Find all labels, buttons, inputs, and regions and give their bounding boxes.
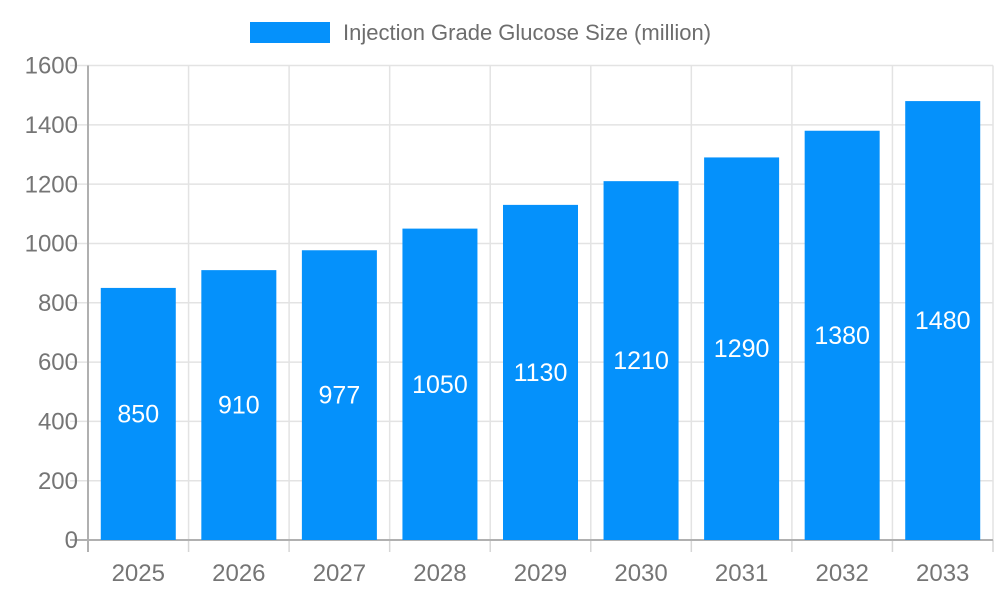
- x-tick-label: 2026: [212, 560, 265, 587]
- bar-value-label: 1290: [714, 335, 770, 363]
- bar-2026: [201, 270, 277, 540]
- x-tick-label: 2029: [514, 560, 567, 587]
- bar-2033: [905, 101, 981, 541]
- bar-value-label: 1380: [814, 322, 870, 350]
- bar-2028: [402, 228, 478, 540]
- legend-label: Injection Grade Glucose Size (million): [343, 20, 711, 45]
- legend-swatch: [250, 22, 330, 43]
- y-tick-label: 600: [38, 349, 78, 376]
- y-tick-label: 1000: [25, 231, 78, 258]
- bar-value-label: 1130: [514, 359, 568, 387]
- x-tick-label: 2032: [815, 560, 868, 587]
- legend: Injection Grade Glucose Size (million): [250, 20, 711, 45]
- x-tick-label: 2028: [413, 560, 466, 587]
- bar-value-label: 910: [218, 392, 260, 420]
- y-tick-label: 1200: [25, 171, 78, 198]
- x-tick-label: 2033: [916, 560, 969, 587]
- y-tick-label: 400: [38, 409, 78, 436]
- bar-2032: [804, 130, 880, 540]
- x-tick-label: 2025: [112, 560, 165, 587]
- x-tick-label: 2027: [313, 560, 366, 587]
- bar-value-label: 1050: [412, 371, 468, 399]
- bar-2025: [100, 287, 176, 540]
- bar-2027: [301, 250, 377, 541]
- label-layer: 0 200 400 600 800 1000 1200 1400 1600 850 2025 910 2…: [25, 53, 971, 587]
- bar-2031: [704, 157, 780, 540]
- bar-series: [100, 101, 981, 541]
- bar-value-label: 850: [117, 400, 159, 428]
- x-tick-label: 2031: [715, 560, 768, 587]
- y-tick-label: 200: [38, 468, 78, 495]
- y-tick-label: 1600: [25, 53, 78, 80]
- bar-value-label: 1210: [613, 347, 669, 375]
- y-tick-label: 0: [65, 527, 78, 554]
- bar-2030: [603, 181, 679, 541]
- x-tick-label: 2030: [614, 560, 667, 587]
- bar-value-label: 1480: [915, 307, 971, 335]
- y-tick-label: 1400: [25, 112, 78, 139]
- bar-2029: [503, 204, 578, 540]
- bar-value-label: 977: [319, 382, 361, 410]
- y-tick-label: 800: [38, 290, 78, 317]
